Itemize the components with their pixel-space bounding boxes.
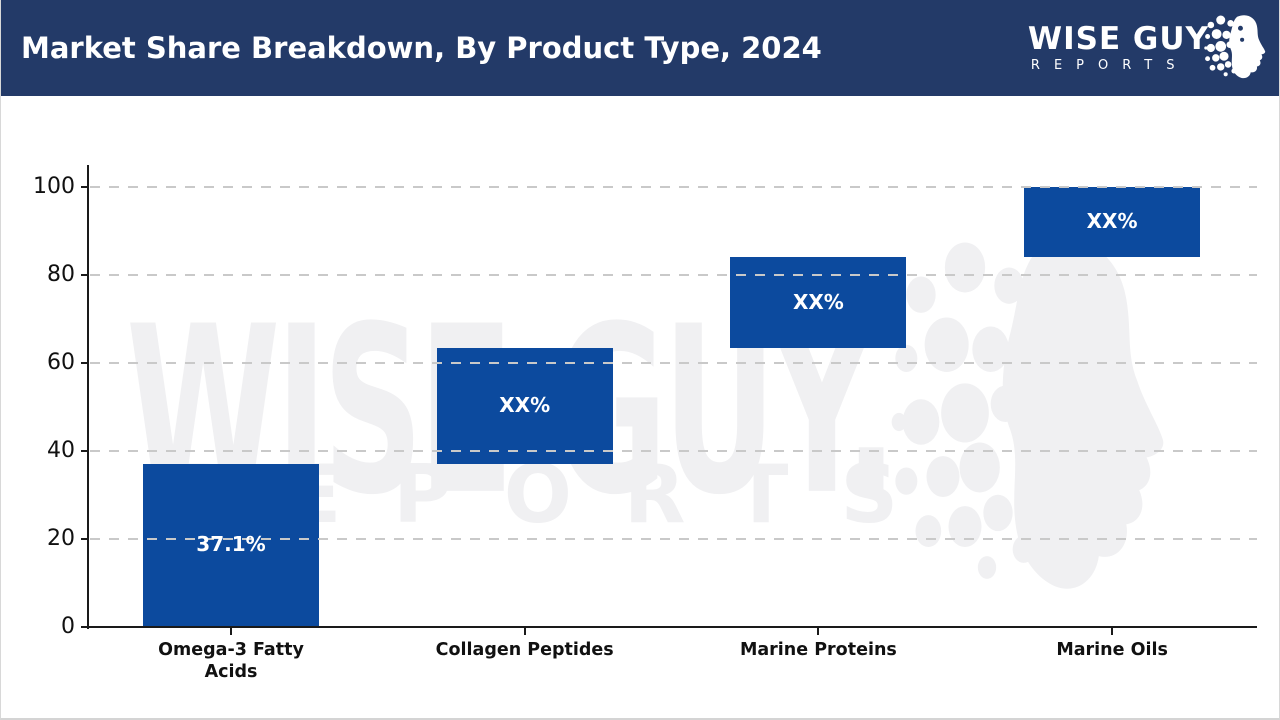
y-tick-mark: [81, 626, 89, 628]
bar-omega-3-fatty-acids: [143, 463, 319, 627]
y-tick-mark: [81, 450, 89, 452]
x-tick-label: Marine Oils: [1056, 640, 1168, 660]
logo-head-icon: [1204, 15, 1266, 79]
y-tick-mark: [81, 274, 89, 276]
bar-value-label: XX%: [499, 392, 551, 417]
x-tick-mark: [523, 628, 526, 635]
x-tick-label: Collagen Peptides: [435, 640, 614, 660]
gridline-20: [90, 538, 1257, 540]
x-tick-label: Omega-3 Fatty Acids: [158, 640, 304, 682]
page-title: Market Share Breakdown, By Product Type,…: [21, 31, 822, 65]
bar-value-label: 37.1%: [196, 532, 266, 557]
y-tick-label: 40: [47, 438, 75, 463]
x-tick-mark: [230, 628, 232, 635]
logo-subtext: REPORTS: [1030, 58, 1189, 73]
y-tick-mark: [81, 538, 89, 540]
y-axis-line: [87, 165, 89, 629]
gridline-40: [90, 450, 1257, 452]
watermark-head-icon: [891, 241, 1164, 589]
y-tick-label: 0: [61, 614, 75, 639]
x-tick-mark: [1111, 628, 1114, 635]
waterfall-chart: WISE GUY. REPORTS 37.1% XX% XX% XX% 0 20 40 60…: [1, 96, 1279, 718]
logo-text: WISE GUY REPORTS: [1027, 21, 1209, 73]
header: Market Share Breakdown, By Product Type,…: [1, 0, 1279, 96]
bar-marine-oils: [1024, 187, 1201, 258]
logo-wordmark: WISE GUY: [1027, 21, 1209, 57]
wiseguy-logo: WISE GUY REPORTS: [1028, 0, 1275, 96]
gridline-100: [90, 186, 1257, 188]
x-axis-line: [88, 626, 1257, 628]
bar-value-label: XX%: [792, 289, 844, 314]
y-tick-label: 80: [47, 262, 75, 287]
y-tick-mark: [81, 362, 89, 364]
y-tick-mark: [81, 186, 89, 188]
y-tick-label: 100: [33, 174, 75, 199]
y-tick-label: 20: [47, 526, 75, 551]
bar-marine-proteins: [730, 257, 907, 348]
gridline-60: [90, 362, 1257, 364]
gridline-80: [90, 274, 1257, 276]
bar-value-label: XX%: [1086, 209, 1138, 234]
y-tick-label: 60: [47, 350, 75, 375]
x-tick-mark: [817, 628, 820, 635]
x-tick-label: Marine Proteins: [739, 640, 897, 660]
bar-collagen-peptides: [436, 347, 613, 464]
